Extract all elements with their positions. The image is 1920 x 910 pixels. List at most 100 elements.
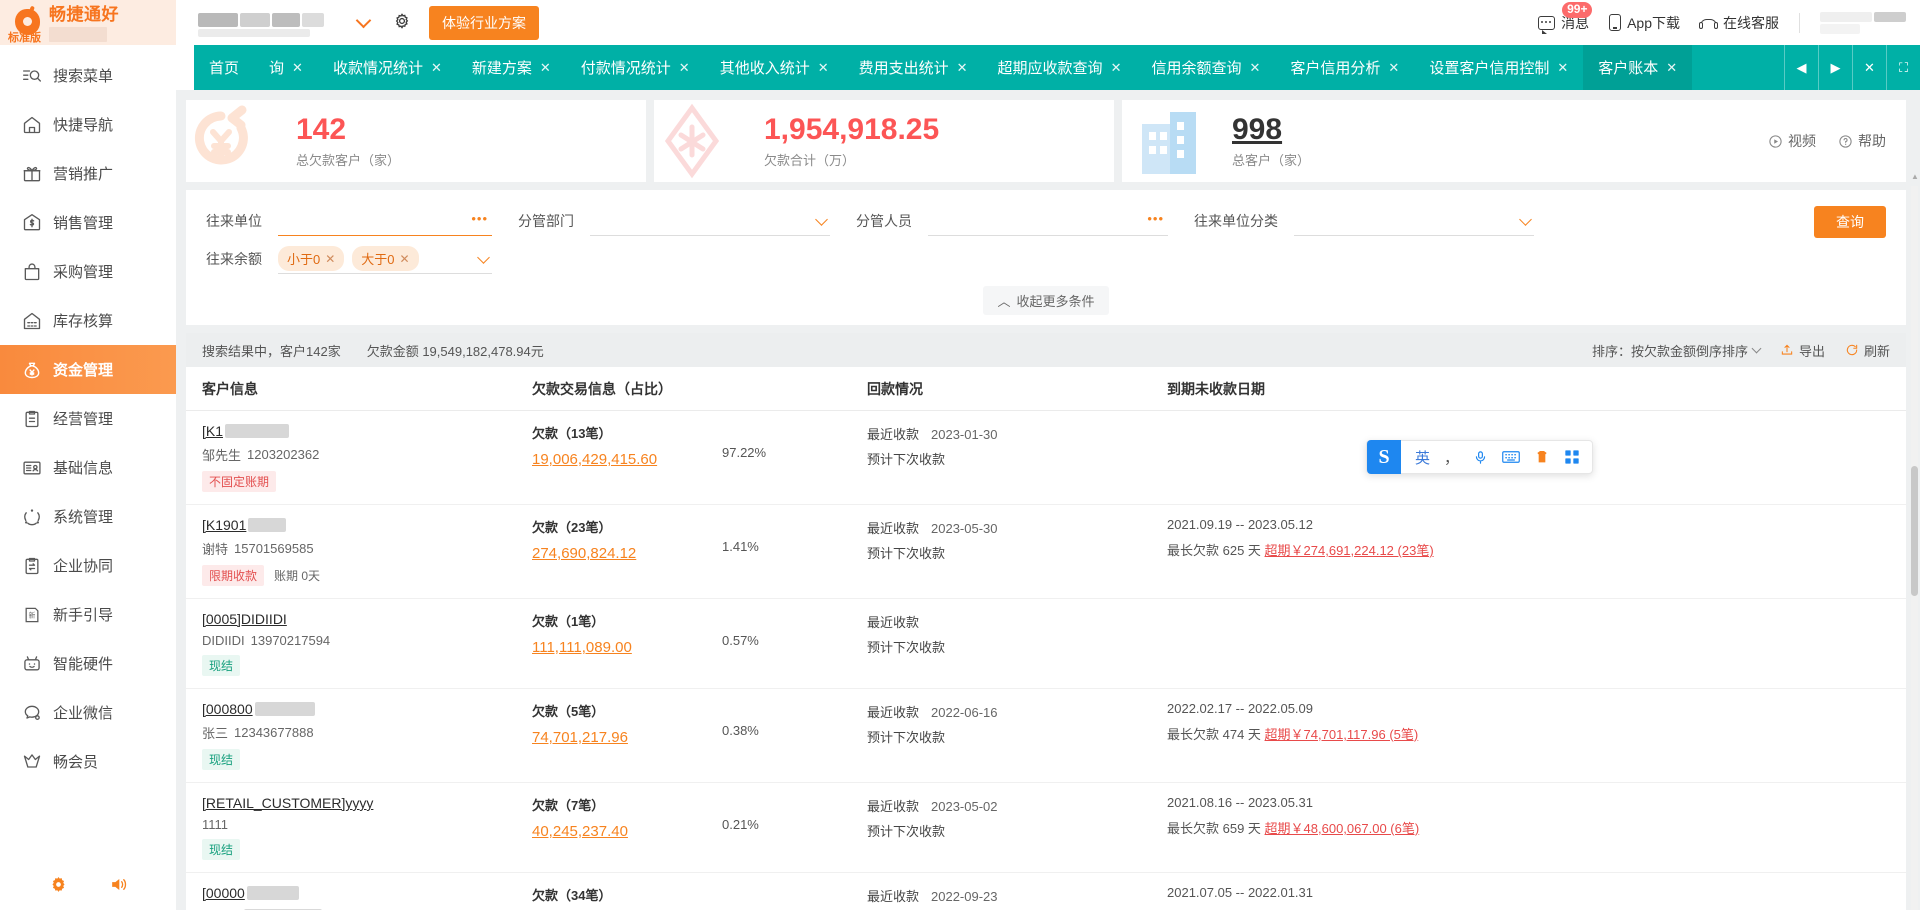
table-row[interactable]: [RETAIL_CUSTOMER]yyyy 1111 现结 欠款（7笔） 40,… [186,783,1906,873]
sidebar-item-marketing[interactable]: 营销推广 [0,149,176,198]
chevron-down-icon[interactable] [355,12,372,28]
table-row[interactable]: [K1901 谢特 15701569585 限期收款 账期 0天 欠款（23笔） … [186,505,1906,599]
help-button[interactable]: 帮助 [1838,131,1886,151]
scroll-up-icon[interactable]: ▲ [1911,172,1919,181]
customer-name-link[interactable]: [K1901 [202,517,500,533]
search-button[interactable]: 查询 [1814,206,1886,238]
balance-tag[interactable]: 大于0 ✕ [352,246,419,271]
table-row[interactable]: [K1 邹先生 1203202362 不固定账期 欠款（13笔） 19,006,4… [186,411,1906,505]
table-row[interactable]: [00000 21312 现结 欠款（34笔） 28,301,303.82 0.… [186,873,1906,910]
sidebar-item-purchase[interactable]: 采购管理 [0,247,176,296]
tab-close-icon[interactable]: ✕ [1388,59,1400,75]
apps-icon[interactable] [1564,449,1580,465]
debt-amount-link[interactable]: 274,690,824.12 [532,545,637,562]
app-download-button[interactable]: App下载 [1609,13,1680,33]
close-icon[interactable]: ✕ [1852,45,1886,90]
tab-other-income-stats[interactable]: 其他收入统计 ✕ [705,45,844,90]
tab-close-icon[interactable]: ✕ [678,59,690,75]
messages-button[interactable]: 消息 99+ [1538,1,1593,34]
sogou-logo-icon[interactable]: S [1367,440,1401,474]
vertical-scrollbar[interactable]: ▲ ▼ [1911,172,1919,910]
language-icon[interactable]: 英 [1415,449,1431,467]
prev-arrow-icon[interactable]: ◀ [1784,45,1818,90]
tab-close-icon[interactable]: ✕ [1249,59,1261,75]
sidebar-item-collaboration[interactable]: 企业协同 [0,541,176,590]
tab-home[interactable]: 首页 [194,45,254,90]
brand-logo-area[interactable]: 畅捷通好 标准版 [0,0,176,45]
chevron-down-icon[interactable] [477,251,490,264]
balance-tag[interactable]: 小于0 ✕ [278,246,345,271]
balance-tags-input[interactable]: 小于0 ✕ 大于0 ✕ [278,244,492,274]
video-button[interactable]: 视频 [1768,131,1816,151]
tag-remove-icon[interactable]: ✕ [399,251,410,266]
sidebar-item-quick-nav[interactable]: 快捷导航 [0,100,176,149]
tab-close-icon[interactable]: ✕ [430,59,442,75]
more-dots-icon[interactable]: ••• [471,211,488,226]
fullscreen-icon[interactable]: ⛶ [1886,45,1920,90]
punctuation-icon[interactable]: ， [1444,449,1460,467]
sidebar-item-operations[interactable]: 经营管理 [0,394,176,443]
sidebar-item-sales[interactable]: 销售管理 [0,198,176,247]
tab-customer-ledger[interactable]: 客户账本 ✕ [1583,45,1693,90]
overdue-link[interactable]: 超期￥48,600,067.00 (6笔) [1264,821,1420,836]
sidebar-item-system[interactable]: 系统管理 [0,492,176,541]
collapse-more-conditions-button[interactable]: ︿ 收起更多条件 [983,286,1109,315]
sidebar-item-member[interactable]: 畅会员 [0,737,176,786]
chevron-down-icon[interactable] [1519,213,1532,226]
sidebar-item-smart-hardware[interactable]: 智能硬件 [0,639,176,688]
debt-amount-link[interactable]: 74,701,217.96 [532,729,628,746]
experience-solution-button[interactable]: 体验行业方案 [429,5,539,40]
partner-unit-input[interactable]: ••• [278,206,492,236]
tab-expense-stats[interactable]: 费用支出统计 ✕ [844,45,983,90]
refresh-button[interactable]: 刷新 [1845,341,1890,360]
tab-customer-credit-analysis[interactable]: 客户信用分析 ✕ [1275,45,1414,90]
customer-name-link[interactable]: [0005]DIDIIDI [202,611,287,627]
tab-close-icon[interactable]: ✕ [292,59,303,75]
keyboard-icon[interactable] [1502,450,1520,464]
tab-close-icon[interactable]: ✕ [1557,59,1569,75]
sidebar-item-newbie-guide[interactable]: 新 新手引导 [0,590,176,639]
customer-name-link[interactable]: [K1 [202,423,500,439]
export-button[interactable]: 导出 [1780,341,1825,360]
speaker-icon[interactable] [109,875,128,900]
tab-close-icon[interactable]: ✕ [817,59,829,75]
tab-payment-stats[interactable]: 付款情况统计 ✕ [566,45,705,90]
sidebar-item-wechat-work[interactable]: 企业微信 [0,688,176,737]
microphone-icon[interactable] [1473,449,1488,466]
tag-remove-icon[interactable]: ✕ [325,251,336,266]
customer-name-link[interactable]: [RETAIL_CUSTOMER]yyyy [202,795,374,811]
gear-solid-icon[interactable] [49,875,68,900]
tab-query[interactable]: 询 ✕ [254,45,318,90]
tab-credit-balance[interactable]: 信用余额查询 ✕ [1136,45,1275,90]
customer-name-link[interactable]: [000800 [202,701,500,717]
tab-set-credit-control[interactable]: 设置客户信用控制 ✕ [1414,45,1583,90]
tab-close-icon[interactable]: ✕ [1110,59,1122,75]
tab-new-plan[interactable]: 新建方案 ✕ [457,45,566,90]
sidebar-item-inventory[interactable]: 库存核算 [0,296,176,345]
tab-overdue-receivables[interactable]: 超期应收款查询 ✕ [983,45,1137,90]
debt-amount-link[interactable]: 111,111,089.00 [532,639,632,656]
table-row[interactable]: [0005]DIDIIDI DIDIIDI 13970217594 现结 欠款（1… [186,599,1906,689]
debt-amount-link[interactable]: 19,006,429,415.60 [532,451,658,468]
customer-name-link[interactable]: [00000 [202,885,500,901]
gear-icon[interactable] [393,12,411,33]
tab-close-icon[interactable]: ✕ [956,59,968,75]
scrollbar-thumb[interactable] [1911,466,1918,596]
more-dots-icon[interactable]: ••• [1147,211,1164,226]
tab-receipt-stats[interactable]: 收款情况统计 ✕ [318,45,457,90]
tab-close-icon[interactable]: ✕ [539,59,551,75]
overdue-link[interactable]: 超期￥274,691,224.12 (23笔) [1264,543,1434,558]
sort-selector[interactable]: 排序：按欠款金额倒序排序 [1592,341,1762,360]
partner-category-select[interactable] [1294,206,1534,236]
debt-amount-link[interactable]: 40,245,237.40 [532,823,628,840]
sidebar-item-fund-management[interactable]: 资金管理 [0,345,176,394]
account-selector[interactable]: 体验行业方案 [198,5,539,40]
ime-toolbar[interactable]: S 英 ， [1366,440,1594,474]
sidebar-item-search-menu[interactable]: 搜索菜单 [0,51,176,100]
tab-close-icon[interactable]: ✕ [1666,59,1678,75]
user-info-masked[interactable] [1820,11,1906,34]
online-service-button[interactable]: 在线客服 [1699,13,1779,33]
chevron-down-icon[interactable] [815,213,828,226]
next-arrow-icon[interactable]: ▶ [1818,45,1852,90]
manager-input[interactable]: ••• [928,206,1168,236]
